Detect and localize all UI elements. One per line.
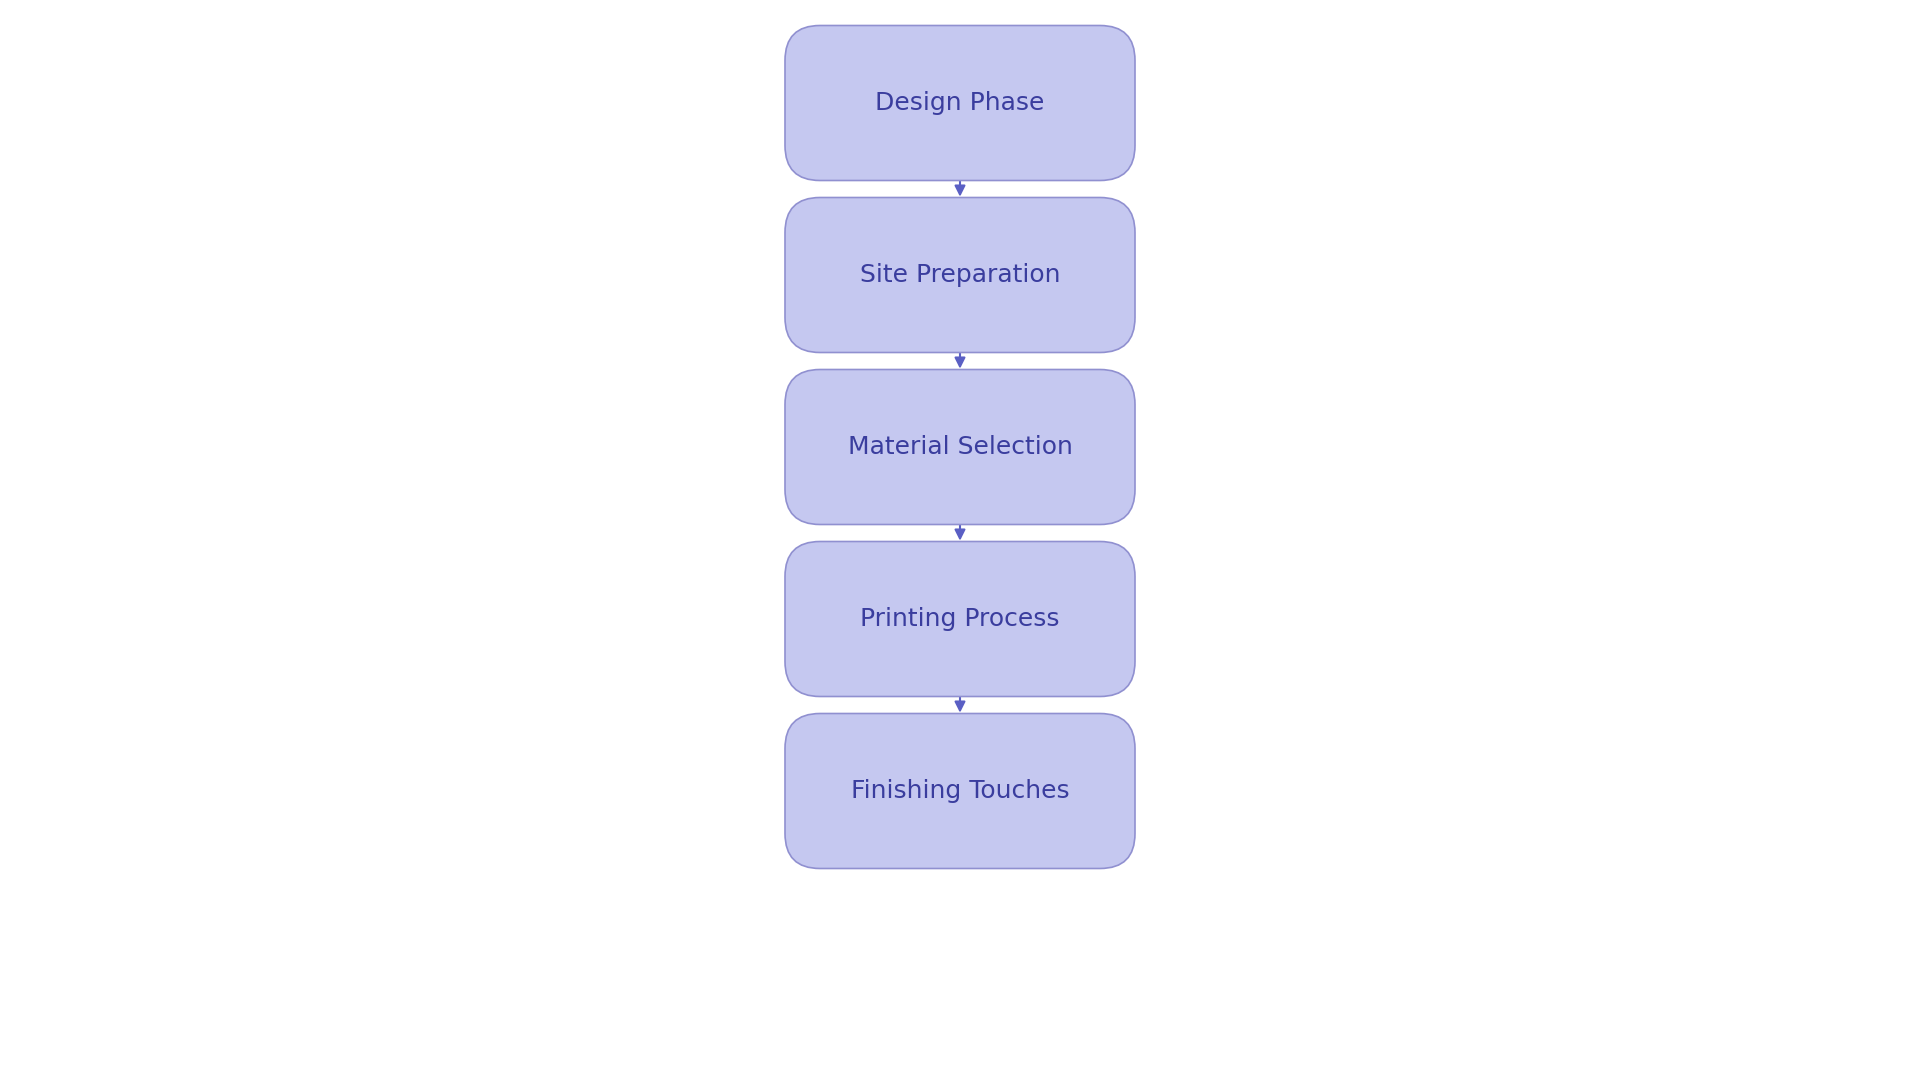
Text: Site Preparation: Site Preparation <box>860 263 1060 287</box>
FancyBboxPatch shape <box>785 542 1135 696</box>
FancyBboxPatch shape <box>785 714 1135 869</box>
Text: Design Phase: Design Phase <box>876 91 1044 115</box>
FancyBboxPatch shape <box>785 26 1135 181</box>
FancyBboxPatch shape <box>785 197 1135 352</box>
Text: Finishing Touches: Finishing Touches <box>851 779 1069 803</box>
FancyBboxPatch shape <box>785 369 1135 524</box>
Text: Material Selection: Material Selection <box>847 435 1073 459</box>
Text: Printing Process: Printing Process <box>860 606 1060 631</box>
